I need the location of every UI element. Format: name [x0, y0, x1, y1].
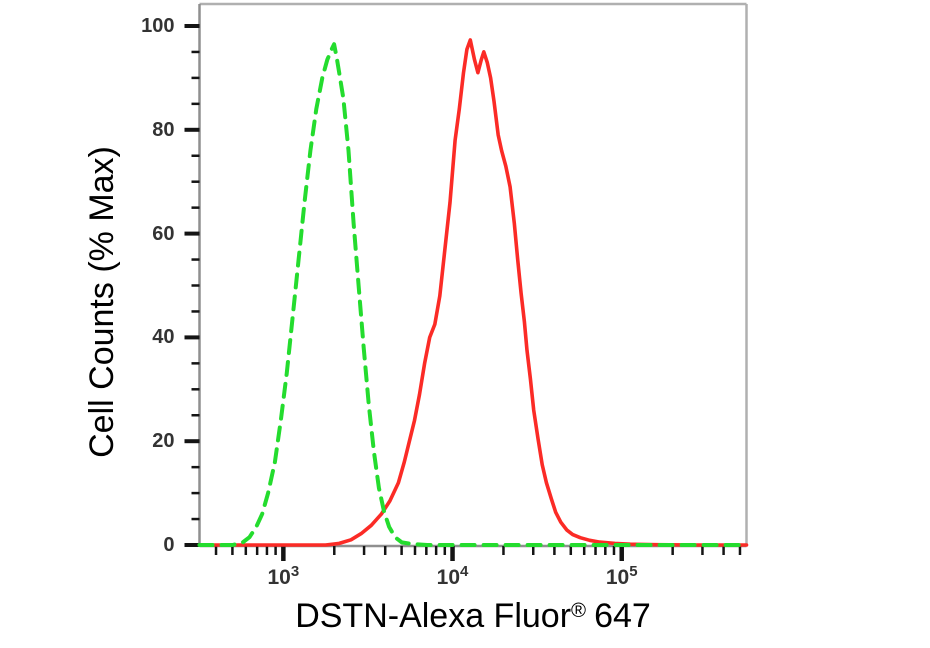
- y-axis-title: Cell Counts (% Max): [81, 52, 123, 552]
- x-tick-exponent: 5: [629, 563, 638, 580]
- y-tick-label-20: 20: [152, 430, 175, 453]
- x-axis-title-text: DSTN-Alexa Fluor: [295, 597, 572, 635]
- x-tick-label-10e3: 103: [248, 563, 318, 590]
- x-tick-label-10e5: 105: [587, 563, 657, 590]
- x-tick-exponent: 4: [460, 563, 469, 580]
- registered-trademark-symbol: ®: [571, 599, 587, 622]
- y-tick-label-80: 80: [152, 118, 175, 141]
- x-tick-exponent: 3: [290, 563, 300, 580]
- x-tick-base: 10: [436, 566, 461, 589]
- series-green-dashed-control: [197, 42, 749, 547]
- y-tick-label-60: 60: [152, 222, 175, 245]
- y-tick-label-100: 100: [141, 15, 175, 37]
- y-tick-label-40: 40: [152, 326, 175, 349]
- y-tick-label-0: 0: [163, 534, 175, 556]
- y-axis-title-text: Cell Counts (% Max): [83, 146, 121, 458]
- series-red-solid-stained: [197, 38, 749, 547]
- x-tick-base: 10: [267, 566, 291, 589]
- x-tick-label-10e4: 104: [418, 563, 488, 590]
- x-axis-title-number: 647: [594, 597, 651, 635]
- x-axis-title: DSTN-Alexa Fluor® 647: [199, 597, 747, 636]
- x-tick-base: 10: [605, 566, 630, 589]
